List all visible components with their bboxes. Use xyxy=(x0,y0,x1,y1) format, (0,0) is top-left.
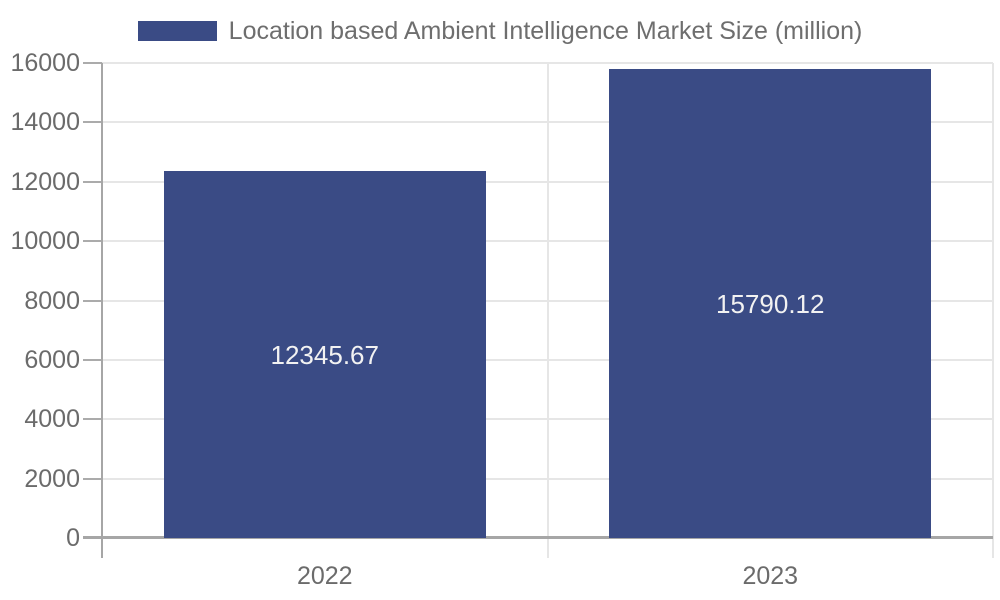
bar-value-label-2022: 12345.67 xyxy=(270,339,379,370)
y-tick-14000 xyxy=(83,121,102,124)
y-axis-label-2000: 2000 xyxy=(24,464,80,493)
y-tick-2000 xyxy=(83,477,102,480)
y-axis-label-16000: 16000 xyxy=(10,49,80,77)
legend-swatch xyxy=(137,21,217,41)
x-axis-label-2022: 2022 xyxy=(296,562,353,590)
gridline-x-1 xyxy=(546,63,549,558)
y-axis-label-10000: 10000 xyxy=(10,227,80,256)
y-tick-10000 xyxy=(83,240,102,243)
y-axis-label-14000: 14000 xyxy=(10,108,80,137)
legend[interactable]: Location based Ambient Intelligence Mark… xyxy=(0,10,1000,52)
y-axis-label-6000: 6000 xyxy=(24,345,80,374)
y-tick-4000 xyxy=(83,418,102,421)
y-axis-line xyxy=(101,63,103,558)
y-tick-6000 xyxy=(83,358,102,361)
y-axis-label-4000: 4000 xyxy=(24,405,80,434)
x-axis-line xyxy=(83,536,993,539)
y-tick-12000 xyxy=(83,180,102,183)
gridline-x-2 xyxy=(992,63,994,558)
y-tick-16000 xyxy=(83,62,102,64)
bar-value-label-2023: 15790.12 xyxy=(716,288,825,319)
bar-2023[interactable] xyxy=(609,69,932,538)
legend-label: Location based Ambient Intelligence Mark… xyxy=(228,16,863,45)
y-axis-label-8000: 8000 xyxy=(24,286,80,315)
x-axis-label-2023: 2023 xyxy=(742,562,799,590)
y-axis-label-12000: 12000 xyxy=(10,167,80,196)
bar-2022[interactable] xyxy=(163,171,486,538)
y-tick-8000 xyxy=(83,299,102,302)
y-axis-label-0: 0 xyxy=(66,524,80,552)
